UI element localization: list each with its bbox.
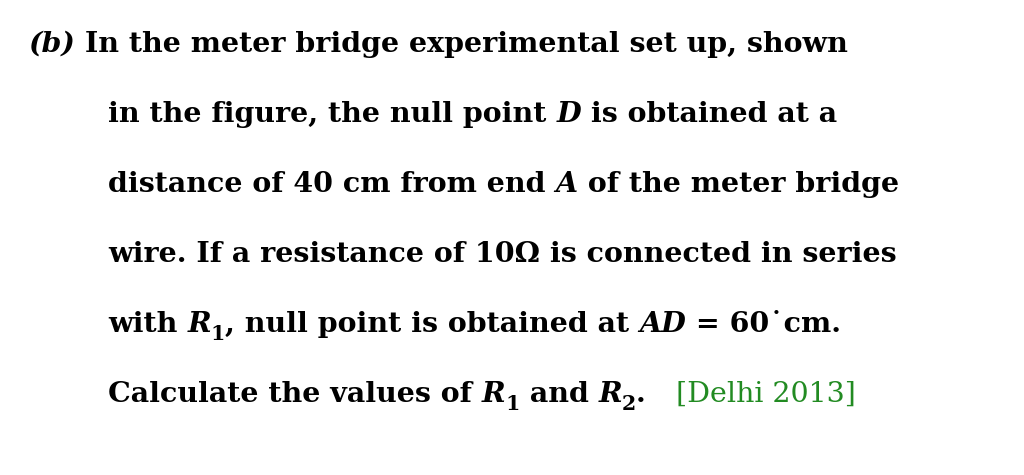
Text: of the meter bridge: of the meter bridge — [578, 171, 899, 198]
Text: D: D — [556, 101, 581, 128]
Text: R: R — [598, 381, 622, 408]
Text: 2: 2 — [622, 394, 636, 414]
Text: in the figure, the null point: in the figure, the null point — [108, 101, 556, 128]
Text: wire. If a resistance of 10Ω is connected in series: wire. If a resistance of 10Ω is connecte… — [108, 241, 897, 268]
Text: A: A — [555, 171, 578, 198]
Text: and: and — [519, 381, 598, 408]
Text: distance of 40 cm from end: distance of 40 cm from end — [108, 171, 555, 198]
Text: with: with — [108, 311, 187, 338]
Text: , null point is obtained at: , null point is obtained at — [225, 311, 639, 338]
Text: [Delhi 2013]: [Delhi 2013] — [676, 381, 855, 408]
Text: (b): (b) — [28, 31, 75, 58]
Text: Calculate the values of: Calculate the values of — [108, 381, 481, 408]
Text: = 60˙cm.: = 60˙cm. — [686, 311, 841, 338]
Text: R: R — [481, 381, 506, 408]
Text: is obtained at a: is obtained at a — [581, 101, 838, 128]
Text: R: R — [187, 311, 211, 338]
Text: In the meter bridge experimental set up, shown: In the meter bridge experimental set up,… — [75, 31, 848, 58]
Text: AD: AD — [639, 311, 686, 338]
Text: 1: 1 — [211, 324, 225, 344]
Text: .: . — [636, 381, 676, 408]
Text: 1: 1 — [506, 394, 519, 414]
